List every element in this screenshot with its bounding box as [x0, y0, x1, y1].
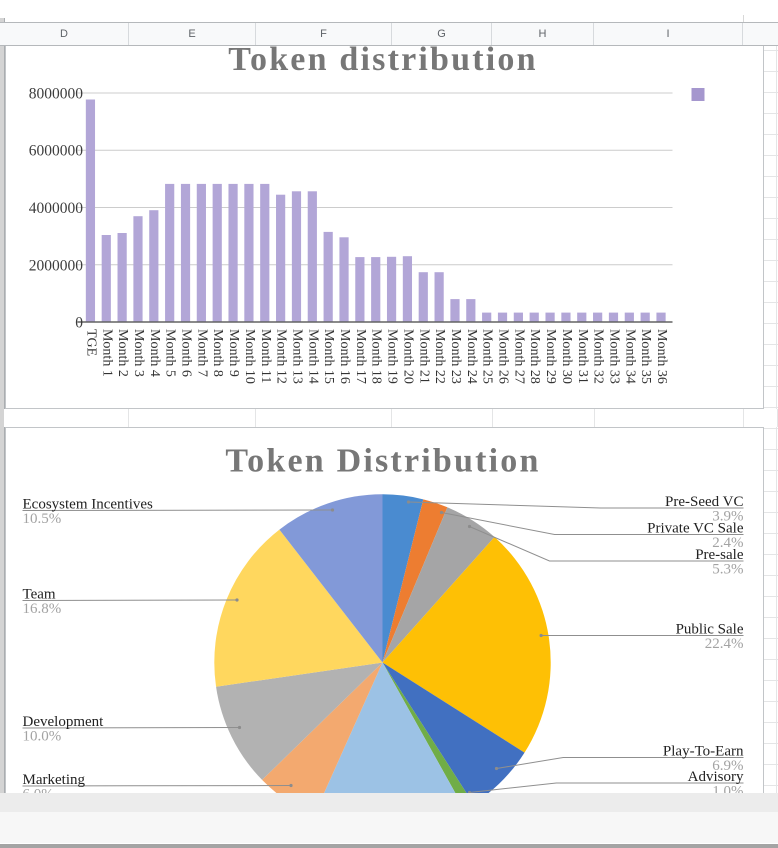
svg-text:Month 5: Month 5 — [163, 329, 178, 377]
svg-text:2000000: 2000000 — [29, 257, 84, 274]
svg-text:Ecosystem Incentives: Ecosystem Incentives — [23, 497, 154, 513]
svg-text:Month 35: Month 35 — [638, 329, 653, 384]
svg-text:Month 23: Month 23 — [448, 329, 463, 384]
svg-text:Month 21: Month 21 — [416, 329, 431, 384]
svg-text:Private VC Sale: Private VC Sale — [647, 521, 744, 537]
svg-text:6.9%: 6.9% — [712, 758, 743, 774]
svg-text:Marketing: Marketing — [23, 772, 86, 788]
svg-text:Month 3: Month 3 — [131, 329, 146, 377]
svg-text:Month 10: Month 10 — [242, 329, 257, 384]
svg-text:Month 15: Month 15 — [321, 329, 336, 384]
svg-text:Month 25: Month 25 — [480, 329, 495, 384]
svg-text:6000000: 6000000 — [29, 143, 84, 160]
svg-text:Month 36: Month 36 — [654, 329, 669, 384]
svg-text:Month 14: Month 14 — [305, 329, 320, 384]
svg-text:Month 20: Month 20 — [400, 329, 415, 384]
svg-text:16.8%: 16.8% — [23, 601, 62, 617]
svg-text:22.4%: 22.4% — [705, 636, 744, 652]
svg-text:Month 29: Month 29 — [543, 329, 558, 384]
svg-text:Month 2: Month 2 — [115, 329, 130, 377]
svg-text:3.9%: 3.9% — [712, 508, 743, 524]
svg-text:Month 27: Month 27 — [511, 329, 526, 384]
svg-text:Month 26: Month 26 — [496, 329, 511, 384]
svg-text:Month 7: Month 7 — [194, 329, 209, 377]
svg-text:Team: Team — [23, 587, 56, 603]
svg-text:Month 1: Month 1 — [99, 329, 114, 377]
svg-text:10.0%: 10.0% — [23, 728, 62, 744]
svg-text:2.4%: 2.4% — [712, 535, 743, 551]
svg-text:Month 11: Month 11 — [258, 329, 273, 383]
svg-text:8000000: 8000000 — [29, 86, 84, 103]
svg-text:Play-To-Earn: Play-To-Earn — [663, 744, 744, 760]
svg-text:Month 34: Month 34 — [622, 329, 637, 384]
svg-text:Month 17: Month 17 — [353, 329, 368, 384]
svg-text:Month 30: Month 30 — [559, 329, 574, 384]
svg-text:5.3%: 5.3% — [712, 561, 743, 577]
svg-text:Month 9: Month 9 — [226, 329, 241, 377]
svg-text:Month 6: Month 6 — [179, 329, 194, 377]
svg-text:Pre-Seed VC: Pre-Seed VC — [665, 494, 743, 510]
svg-text:Month 22: Month 22 — [432, 329, 447, 384]
svg-text:Month 32: Month 32 — [591, 329, 606, 384]
svg-text:Month 13: Month 13 — [289, 329, 304, 384]
svg-text:Month 28: Month 28 — [527, 329, 542, 384]
svg-text:0: 0 — [75, 315, 83, 332]
svg-text:Month 19: Month 19 — [385, 329, 400, 384]
svg-text:Month 18: Month 18 — [369, 329, 384, 384]
svg-text:Public Sale: Public Sale — [676, 622, 744, 638]
svg-text:10.5%: 10.5% — [23, 511, 62, 527]
svg-text:Advisory: Advisory — [688, 769, 744, 785]
svg-text:Month 12: Month 12 — [274, 329, 289, 384]
svg-text:4000000: 4000000 — [29, 200, 84, 217]
svg-text:Month 4: Month 4 — [147, 329, 162, 377]
svg-text:Month 33: Month 33 — [606, 329, 621, 384]
svg-text:TGE: TGE — [83, 329, 98, 356]
svg-text:Month 31: Month 31 — [575, 329, 590, 384]
svg-text:Month 8: Month 8 — [210, 329, 225, 377]
svg-text:Development: Development — [23, 714, 105, 730]
svg-text:Pre-sale: Pre-sale — [695, 547, 744, 563]
svg-text:Token Distribution: Token Distribution — [225, 443, 540, 480]
svg-text:Token distribution: Token distribution — [228, 46, 538, 78]
svg-text:Month 16: Month 16 — [337, 329, 352, 384]
svg-text:Month 24: Month 24 — [464, 329, 479, 384]
